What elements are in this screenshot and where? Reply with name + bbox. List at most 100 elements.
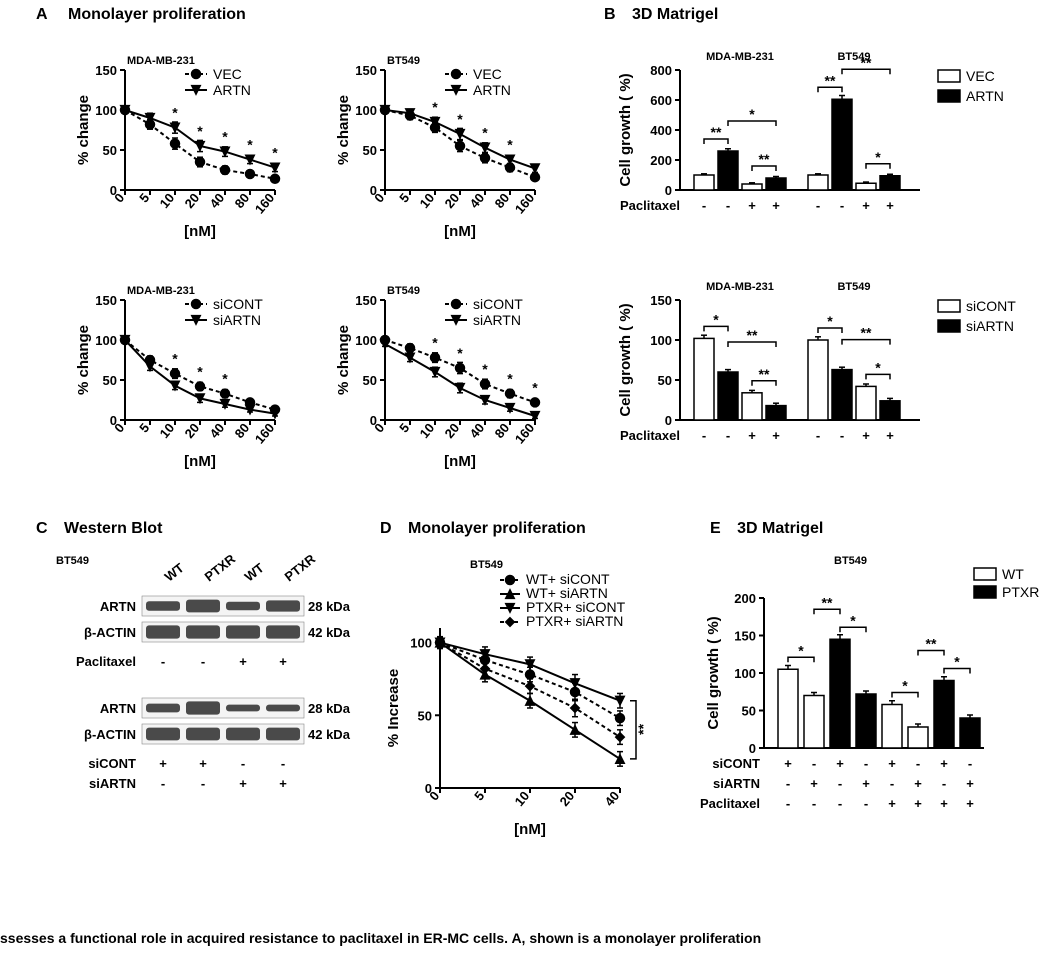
svg-text:BT549: BT549 bbox=[837, 281, 870, 293]
svg-text:150: 150 bbox=[355, 293, 377, 308]
svg-text:200: 200 bbox=[650, 153, 672, 168]
svg-text:WT: WT bbox=[242, 560, 267, 584]
svg-text:*: * bbox=[713, 311, 719, 327]
svg-text:siCONT: siCONT bbox=[88, 756, 136, 771]
svg-text:100: 100 bbox=[410, 636, 432, 651]
svg-text:160: 160 bbox=[512, 420, 537, 446]
svg-text:150: 150 bbox=[95, 293, 117, 308]
svg-text:siARTN: siARTN bbox=[213, 312, 261, 328]
bar-chart: 050100150*********MDA-MB-231BT549Cell gr… bbox=[610, 260, 1050, 485]
svg-text:-: - bbox=[890, 776, 894, 791]
svg-text:100: 100 bbox=[95, 333, 117, 348]
svg-text:-: - bbox=[840, 198, 844, 213]
svg-text:150: 150 bbox=[650, 293, 672, 308]
svg-text:WT: WT bbox=[1002, 566, 1024, 582]
svg-text:*: * bbox=[827, 313, 833, 329]
svg-text:*: * bbox=[482, 125, 488, 141]
svg-text:PTXR: PTXR bbox=[1002, 584, 1039, 600]
svg-text:400: 400 bbox=[650, 123, 672, 138]
svg-text:*: * bbox=[272, 145, 278, 161]
svg-text:-: - bbox=[241, 756, 245, 771]
svg-text:BT549: BT549 bbox=[834, 555, 867, 567]
svg-text:*: * bbox=[902, 678, 908, 694]
svg-text:+: + bbox=[914, 776, 922, 791]
svg-text:MDA-MB-231: MDA-MB-231 bbox=[706, 281, 774, 293]
svg-text:+: + bbox=[862, 198, 870, 213]
svg-text:-: - bbox=[161, 776, 165, 791]
svg-text:-: - bbox=[816, 198, 820, 213]
svg-text:+: + bbox=[966, 776, 974, 791]
svg-text:200: 200 bbox=[734, 591, 756, 606]
svg-text:-: - bbox=[812, 756, 816, 771]
line-chart: 0501001500510204080160****[nM]% changeBT… bbox=[330, 30, 560, 245]
panel-d-label: D bbox=[380, 520, 392, 537]
svg-text:*: * bbox=[222, 371, 228, 387]
svg-text:0: 0 bbox=[749, 741, 756, 756]
svg-text:+: + bbox=[772, 198, 780, 213]
svg-text:+: + bbox=[199, 756, 207, 771]
svg-text:50: 50 bbox=[418, 708, 432, 723]
svg-text:Cell growth ( %): Cell growth ( %) bbox=[705, 616, 722, 729]
svg-text:-: - bbox=[968, 756, 972, 771]
svg-text:**: ** bbox=[926, 636, 937, 652]
svg-text:[nM]: [nM] bbox=[184, 453, 216, 470]
svg-text:-: - bbox=[702, 198, 706, 213]
svg-text:ARTN: ARTN bbox=[100, 701, 136, 716]
svg-text:*: * bbox=[875, 359, 881, 375]
svg-text:50: 50 bbox=[363, 143, 377, 158]
svg-text:Cell growth ( %): Cell growth ( %) bbox=[617, 303, 634, 416]
svg-text:-: - bbox=[786, 776, 790, 791]
svg-text:100: 100 bbox=[734, 666, 756, 681]
svg-text:% Increase: % Increase bbox=[385, 669, 402, 747]
svg-text:100: 100 bbox=[355, 333, 377, 348]
svg-text:siCONT: siCONT bbox=[712, 756, 760, 771]
svg-text:PTXR+ siARTN: PTXR+ siARTN bbox=[526, 613, 623, 629]
svg-text:Paclitaxel: Paclitaxel bbox=[700, 796, 760, 811]
svg-text:28 kDa: 28 kDa bbox=[308, 701, 351, 716]
svg-text:VEC: VEC bbox=[473, 66, 502, 82]
svg-text:*: * bbox=[432, 335, 438, 351]
svg-text:-: - bbox=[201, 776, 205, 791]
panel-c-title: Western Blot bbox=[64, 520, 162, 537]
svg-text:siARTN: siARTN bbox=[473, 312, 521, 328]
panel-a-label: A bbox=[36, 6, 48, 23]
svg-text:-: - bbox=[838, 796, 842, 811]
svg-text:-: - bbox=[864, 756, 868, 771]
svg-text:0: 0 bbox=[665, 183, 672, 198]
svg-text:+: + bbox=[888, 756, 896, 771]
bar-chart: 0200400600800**********MDA-MB-231BT549Ce… bbox=[610, 30, 1050, 255]
svg-text:**: ** bbox=[825, 72, 836, 88]
svg-text:**: ** bbox=[747, 327, 758, 343]
svg-text:50: 50 bbox=[103, 373, 117, 388]
svg-text:PTXR: PTXR bbox=[202, 551, 239, 585]
svg-text:*: * bbox=[457, 345, 463, 361]
svg-text:ARTN: ARTN bbox=[966, 88, 1004, 104]
svg-text:*: * bbox=[749, 106, 755, 122]
svg-text:*: * bbox=[850, 612, 856, 628]
svg-text:Paclitaxel: Paclitaxel bbox=[620, 428, 680, 443]
svg-text:+: + bbox=[279, 776, 287, 791]
svg-text:-: - bbox=[786, 796, 790, 811]
svg-text:**: ** bbox=[759, 151, 770, 167]
svg-text:siARTN: siARTN bbox=[966, 318, 1014, 334]
svg-text:+: + bbox=[886, 198, 894, 213]
panel-c-label: C bbox=[36, 520, 48, 537]
svg-text:% change: % change bbox=[75, 95, 92, 165]
svg-text:50: 50 bbox=[742, 704, 756, 719]
svg-text:50: 50 bbox=[363, 373, 377, 388]
svg-text:*: * bbox=[457, 111, 463, 127]
svg-text:100: 100 bbox=[95, 103, 117, 118]
line-chart: 0501001500510204080160*****[nM]% changeM… bbox=[70, 30, 300, 245]
svg-text:siCONT: siCONT bbox=[213, 296, 263, 312]
svg-text:*: * bbox=[197, 363, 203, 379]
svg-text:*: * bbox=[507, 137, 513, 153]
svg-text:+: + bbox=[748, 428, 756, 443]
svg-text:+: + bbox=[966, 796, 974, 811]
svg-text:-: - bbox=[201, 654, 205, 669]
svg-text:Paclitaxel: Paclitaxel bbox=[620, 198, 680, 213]
bar-chart: BT549050100150200********Cell growth ( %… bbox=[700, 548, 1060, 913]
svg-text:160: 160 bbox=[252, 420, 277, 446]
svg-text:BT549: BT549 bbox=[56, 555, 89, 567]
svg-text:+: + bbox=[940, 796, 948, 811]
svg-text:MDA-MB-231: MDA-MB-231 bbox=[127, 285, 195, 297]
